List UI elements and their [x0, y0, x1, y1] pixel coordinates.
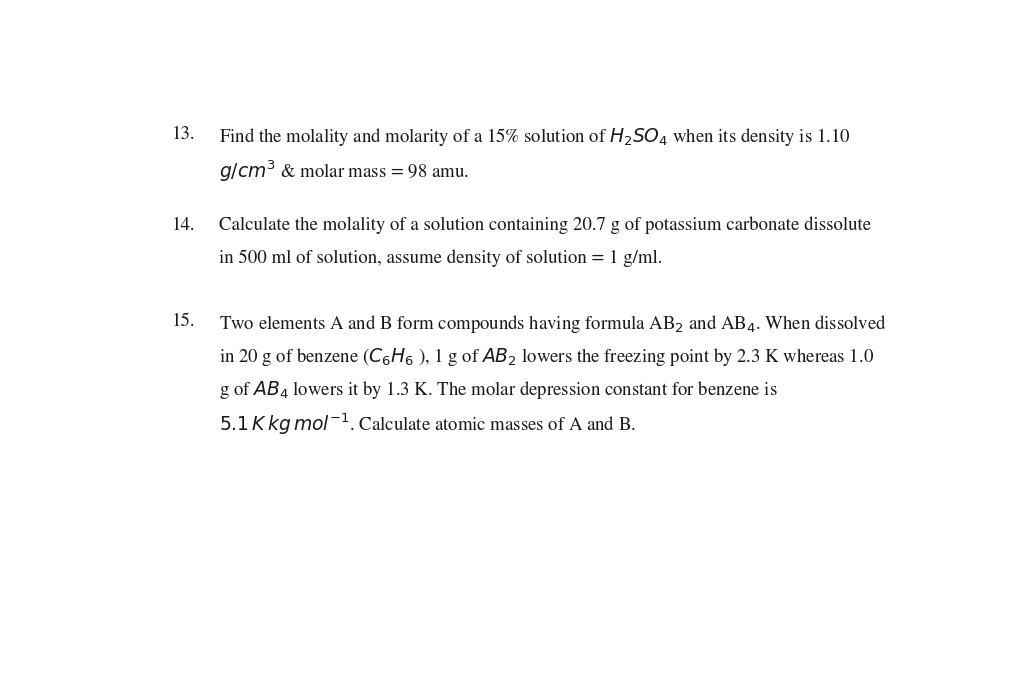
Text: Find the molality and molarity of a 15% solution of $\mathit{H_2}\mathit{SO_4}$ : Find the molality and molarity of a 15% …: [219, 126, 851, 148]
Text: Calculate the molality of a solution containing 20.7 g of potassium carbonate di: Calculate the molality of a solution con…: [219, 216, 871, 234]
Text: 15.: 15.: [172, 313, 196, 330]
Text: Two elements A and B form compounds having formula AB$_2$ and AB$_4$. When disso: Two elements A and B form compounds havi…: [219, 313, 887, 335]
Text: in 500 ml of solution, assume density of solution = 1 g/ml.: in 500 ml of solution, assume density of…: [219, 249, 663, 267]
Text: $5.1\,\mathit{K}\,\mathit{kg}\,\mathit{mol}^{-1}$. Calculate atomic masses of A : $5.1\,\mathit{K}\,\mathit{kg}\,\mathit{m…: [219, 412, 636, 437]
Text: 13.: 13.: [172, 126, 196, 143]
Text: $\mathit{g/cm^3}$ & molar mass = 98 amu.: $\mathit{g/cm^3}$ & molar mass = 98 amu.: [219, 159, 469, 184]
Text: g of $\mathit{AB_4}$ lowers it by 1.3 K. The molar depression constant for benze: g of $\mathit{AB_4}$ lowers it by 1.3 K.…: [219, 379, 778, 401]
Text: in 20 g of benzene ($C_6H_6$ ), 1 g of $\mathit{AB_2}$ lowers the freezing point: in 20 g of benzene ($C_6H_6$ ), 1 g of $…: [219, 346, 874, 368]
Text: 14.: 14.: [172, 216, 196, 234]
